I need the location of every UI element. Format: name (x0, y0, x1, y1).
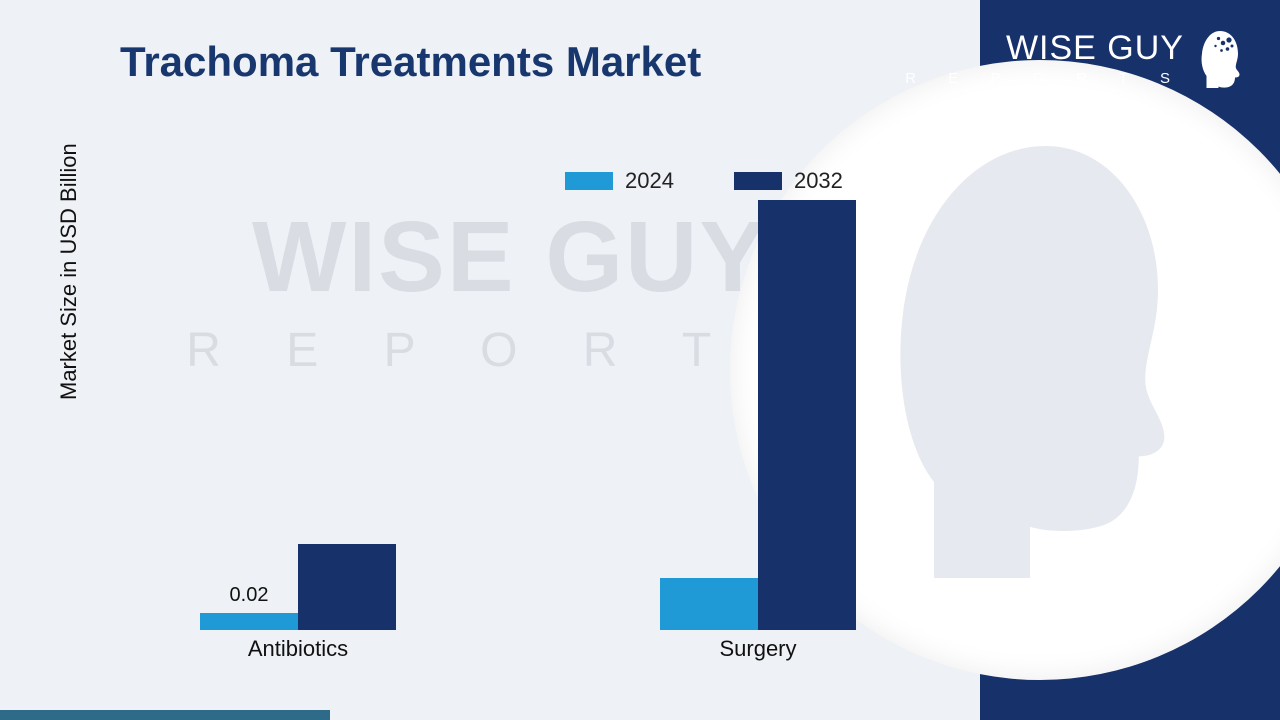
brand-logo: WISE GUY R E P O R T S (905, 28, 1250, 88)
legend: 2024 2032 (565, 168, 843, 194)
chart-plot-area: 0.02Antibiotics Surgery (120, 200, 950, 630)
chart-title: Trachoma Treatments Market (120, 38, 701, 86)
legend-swatch-2024 (565, 172, 613, 190)
brand-logo-line1: WISE GUY (905, 29, 1184, 68)
legend-item-2032: 2032 (734, 168, 843, 194)
bar-group: 0.02Antibiotics (200, 544, 396, 630)
bottom-accent-bar (0, 710, 330, 720)
brand-logo-line2: R E P O R T S (905, 70, 1184, 87)
bar (758, 200, 856, 630)
bar-value-label: 0.02 (230, 584, 269, 607)
bar (660, 578, 758, 630)
legend-swatch-2032 (734, 172, 782, 190)
y-axis-label: Market Size in USD Billion (56, 143, 82, 400)
legend-label-2024: 2024 (625, 168, 674, 194)
legend-label-2032: 2032 (794, 168, 843, 194)
brand-head-icon (1190, 28, 1250, 88)
bar-group: Surgery (660, 200, 856, 630)
category-label: Antibiotics (248, 636, 348, 662)
bar (200, 613, 298, 630)
legend-item-2024: 2024 (565, 168, 674, 194)
category-label: Surgery (719, 636, 796, 662)
bar (298, 544, 396, 630)
